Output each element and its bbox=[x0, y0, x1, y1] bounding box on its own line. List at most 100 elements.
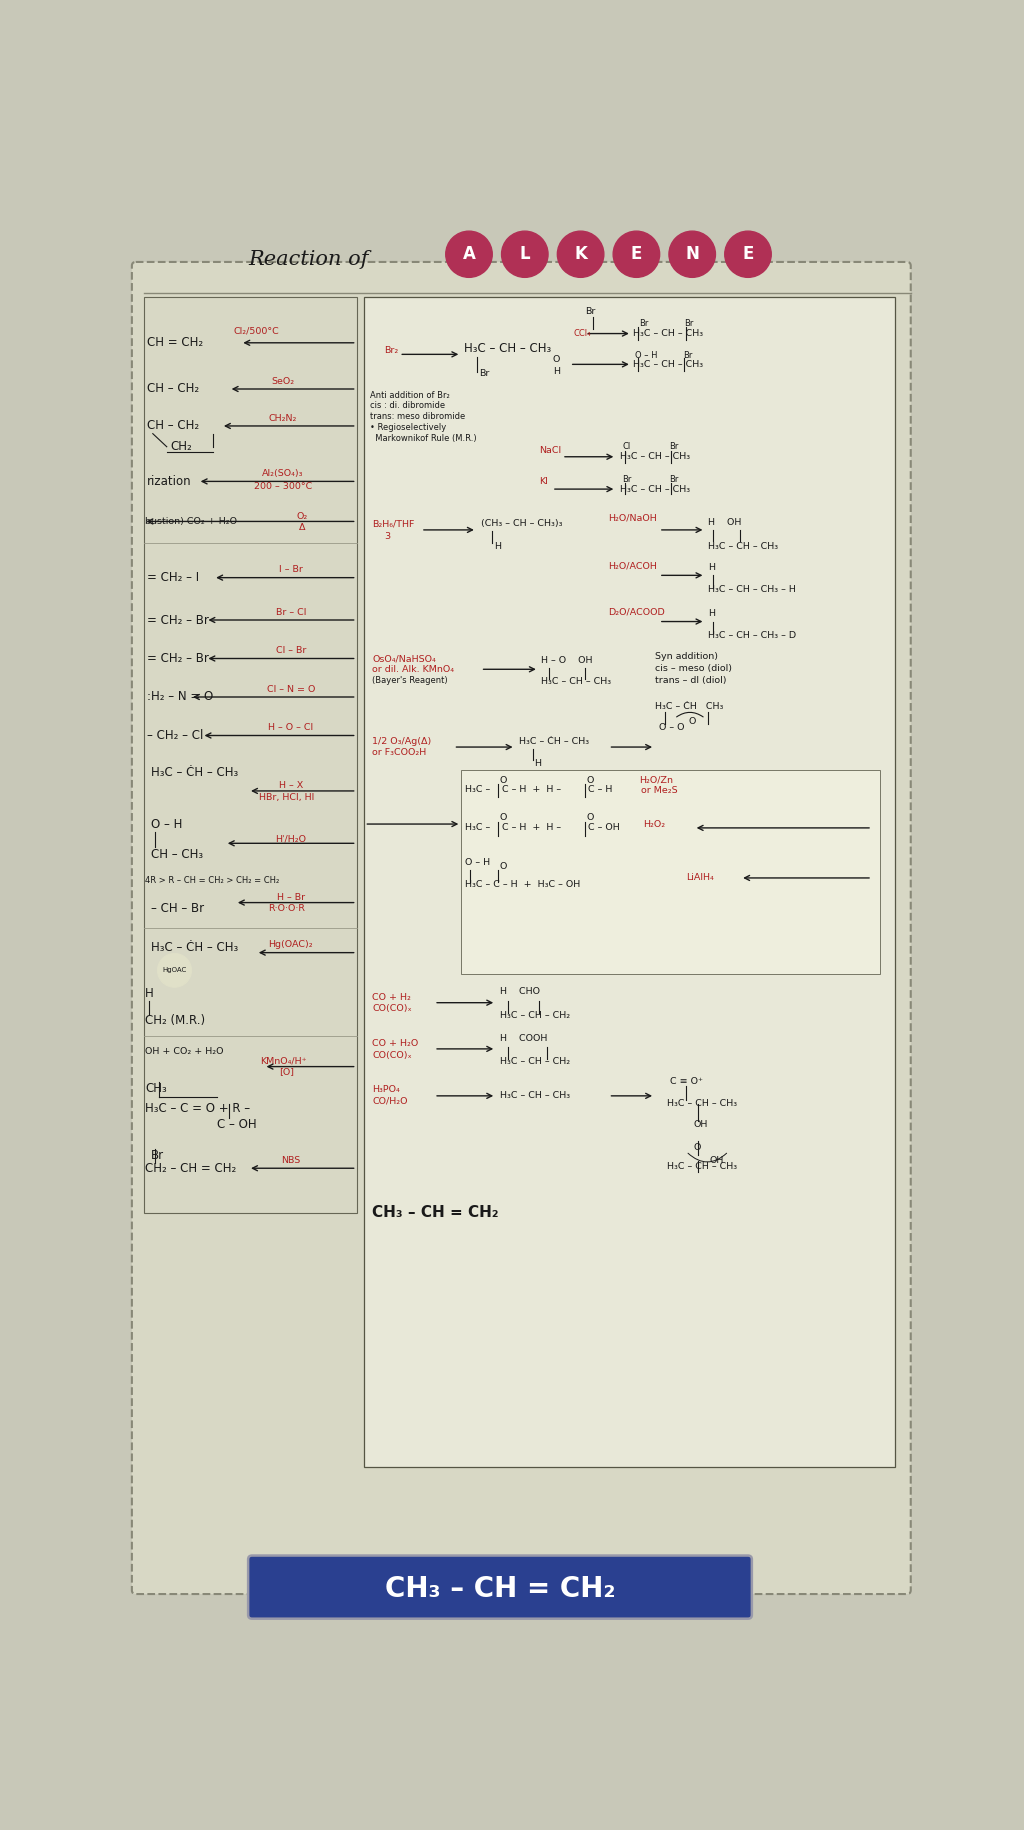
Text: = CH₂ – Br: = CH₂ – Br bbox=[147, 613, 209, 626]
FancyBboxPatch shape bbox=[461, 770, 880, 974]
Text: H – Br: H – Br bbox=[276, 893, 305, 902]
Text: Cl: Cl bbox=[623, 443, 631, 452]
Text: D₂O/ACOOD: D₂O/ACOOD bbox=[608, 608, 666, 617]
Text: CO + H₂: CO + H₂ bbox=[372, 994, 411, 1001]
Text: H – X: H – X bbox=[279, 781, 303, 791]
Text: [O]: [O] bbox=[280, 1067, 294, 1076]
Text: H: H bbox=[535, 759, 541, 769]
Text: OsO₄/NaHSO₄: OsO₄/NaHSO₄ bbox=[372, 653, 436, 662]
Text: O₂: O₂ bbox=[297, 512, 308, 520]
Text: K: K bbox=[574, 245, 587, 264]
Text: H₃C – CH – CH₃: H₃C – CH – CH₃ bbox=[633, 329, 703, 339]
Text: H₃C –: H₃C – bbox=[465, 824, 490, 833]
Text: = CH₂ – I: = CH₂ – I bbox=[147, 571, 200, 584]
Text: bustion) CO₂ + H₂O: bustion) CO₂ + H₂O bbox=[145, 516, 237, 525]
Text: H'/H₂O: H'/H₂O bbox=[275, 834, 306, 844]
Text: H₃C – CH – CH₂: H₃C – CH – CH₂ bbox=[500, 1010, 570, 1019]
Text: Anti addition of Br₂: Anti addition of Br₂ bbox=[370, 390, 450, 399]
Text: CH₂ (M.R.): CH₂ (M.R.) bbox=[145, 1014, 205, 1027]
Text: O – H: O – H bbox=[635, 351, 657, 361]
Text: HgOAC: HgOAC bbox=[163, 968, 186, 974]
Text: O: O bbox=[688, 717, 695, 727]
Text: Syn addition): Syn addition) bbox=[655, 653, 718, 661]
Text: CO + H₂O: CO + H₂O bbox=[372, 1039, 419, 1049]
Text: L: L bbox=[519, 245, 530, 264]
Text: CO(CO)ₓ: CO(CO)ₓ bbox=[372, 1050, 412, 1060]
Text: H₃C – ĊH – CH₃: H₃C – ĊH – CH₃ bbox=[152, 941, 239, 953]
Text: CH₂ – CH = CH₂: CH₂ – CH = CH₂ bbox=[145, 1162, 237, 1175]
Text: CH – CH₂: CH – CH₂ bbox=[147, 419, 200, 432]
Text: O: O bbox=[553, 355, 560, 364]
Text: Br: Br bbox=[683, 351, 692, 361]
Text: Cl – N = O: Cl – N = O bbox=[266, 684, 315, 694]
Text: H₃C – CH – CH₃: H₃C – CH – CH₃ bbox=[621, 485, 690, 494]
Text: H₃C – CH – CH₃: H₃C – CH – CH₃ bbox=[708, 542, 778, 551]
Text: H: H bbox=[494, 542, 501, 551]
Text: CO(CO)ₓ: CO(CO)ₓ bbox=[372, 1005, 412, 1014]
Text: cis : di. dibromide: cis : di. dibromide bbox=[370, 401, 444, 410]
Text: A: A bbox=[463, 245, 475, 264]
Text: H₃C –: H₃C – bbox=[465, 785, 490, 794]
Text: Br: Br bbox=[684, 318, 694, 328]
Text: Br: Br bbox=[640, 318, 649, 328]
Text: O: O bbox=[500, 776, 507, 785]
Text: O – H: O – H bbox=[465, 858, 490, 867]
Text: Hg(OAC)₂: Hg(OAC)₂ bbox=[268, 941, 313, 950]
Text: H₃C – CH – CH₃: H₃C – CH – CH₃ bbox=[667, 1100, 736, 1107]
Text: or F₃COO₂H: or F₃COO₂H bbox=[372, 748, 426, 758]
Text: Reaction of: Reaction of bbox=[248, 251, 369, 269]
Text: H₃C – CH – CH₃: H₃C – CH – CH₃ bbox=[633, 361, 703, 370]
FancyBboxPatch shape bbox=[248, 1556, 752, 1620]
Text: H₃C – CH – CH₃: H₃C – CH – CH₃ bbox=[667, 1162, 736, 1171]
Text: CH₂: CH₂ bbox=[171, 441, 193, 454]
Text: OH: OH bbox=[710, 1157, 724, 1166]
Text: CH₃ – CH = CH₂: CH₃ – CH = CH₂ bbox=[385, 1574, 615, 1603]
Text: H    OH: H OH bbox=[708, 518, 741, 527]
Text: H: H bbox=[708, 609, 715, 619]
Text: NBS: NBS bbox=[282, 1157, 300, 1166]
Text: 3: 3 bbox=[384, 533, 390, 542]
Text: CH – CH₂: CH – CH₂ bbox=[147, 382, 200, 395]
Text: Cl₂/500°C: Cl₂/500°C bbox=[233, 328, 279, 335]
Text: H₃C – CH – CH₃ – D: H₃C – CH – CH₃ – D bbox=[708, 631, 796, 640]
Text: H₃C – ĊH   CH₃: H₃C – ĊH CH₃ bbox=[655, 701, 723, 710]
FancyBboxPatch shape bbox=[365, 296, 895, 1468]
FancyBboxPatch shape bbox=[143, 296, 356, 1213]
Text: Br: Br bbox=[623, 474, 632, 483]
Text: C – H: C – H bbox=[589, 785, 612, 794]
Text: CH₂N₂: CH₂N₂ bbox=[269, 414, 297, 423]
Circle shape bbox=[557, 231, 604, 278]
Text: CO/H₂O: CO/H₂O bbox=[372, 1096, 408, 1105]
Text: H₃C – CH – CH₃: H₃C – CH – CH₃ bbox=[464, 342, 551, 355]
Text: R·O·O·R: R·O·O·R bbox=[268, 904, 305, 913]
Text: H – O    OH: H – O OH bbox=[541, 655, 593, 664]
Text: C – H  +  H –: C – H + H – bbox=[502, 824, 561, 833]
Text: Br: Br bbox=[586, 307, 596, 317]
Text: B₂H₆/THF: B₂H₆/THF bbox=[372, 520, 415, 529]
Text: LiAlH₄: LiAlH₄ bbox=[686, 873, 714, 882]
Text: H: H bbox=[553, 366, 560, 375]
Text: E: E bbox=[631, 245, 642, 264]
Circle shape bbox=[502, 231, 548, 278]
Text: SeO₂: SeO₂ bbox=[271, 377, 295, 386]
Text: CH₃: CH₃ bbox=[145, 1082, 167, 1094]
Text: or Me₂S: or Me₂S bbox=[641, 787, 678, 796]
Text: CH – CH₃: CH – CH₃ bbox=[152, 849, 204, 862]
Text: H₂O/ACOH: H₂O/ACOH bbox=[608, 562, 657, 571]
Text: H₃C – CH – CH₂: H₃C – CH – CH₂ bbox=[500, 1056, 570, 1065]
Text: OH + CO₂ + H₂O: OH + CO₂ + H₂O bbox=[145, 1047, 223, 1056]
Text: H    CHO: H CHO bbox=[500, 988, 540, 996]
Text: H – O – Cl: H – O – Cl bbox=[268, 723, 313, 732]
Text: rization: rization bbox=[147, 476, 193, 489]
Text: 200 – 300°C: 200 – 300°C bbox=[254, 483, 312, 490]
Text: Br: Br bbox=[669, 474, 678, 483]
Text: H₃C – CH – CH₃: H₃C – CH – CH₃ bbox=[621, 452, 690, 461]
Text: C ≡ O⁺: C ≡ O⁺ bbox=[671, 1078, 703, 1087]
Text: CH = CH₂: CH = CH₂ bbox=[147, 337, 204, 350]
Text: O: O bbox=[586, 776, 593, 785]
Text: C – OH: C – OH bbox=[217, 1118, 257, 1131]
Text: Br: Br bbox=[479, 370, 489, 379]
Text: H₃C – CH – CH₃: H₃C – CH – CH₃ bbox=[541, 677, 611, 686]
Text: :H₂ – N = O: :H₂ – N = O bbox=[147, 690, 214, 703]
Text: trans: meso dibromide: trans: meso dibromide bbox=[370, 412, 465, 421]
